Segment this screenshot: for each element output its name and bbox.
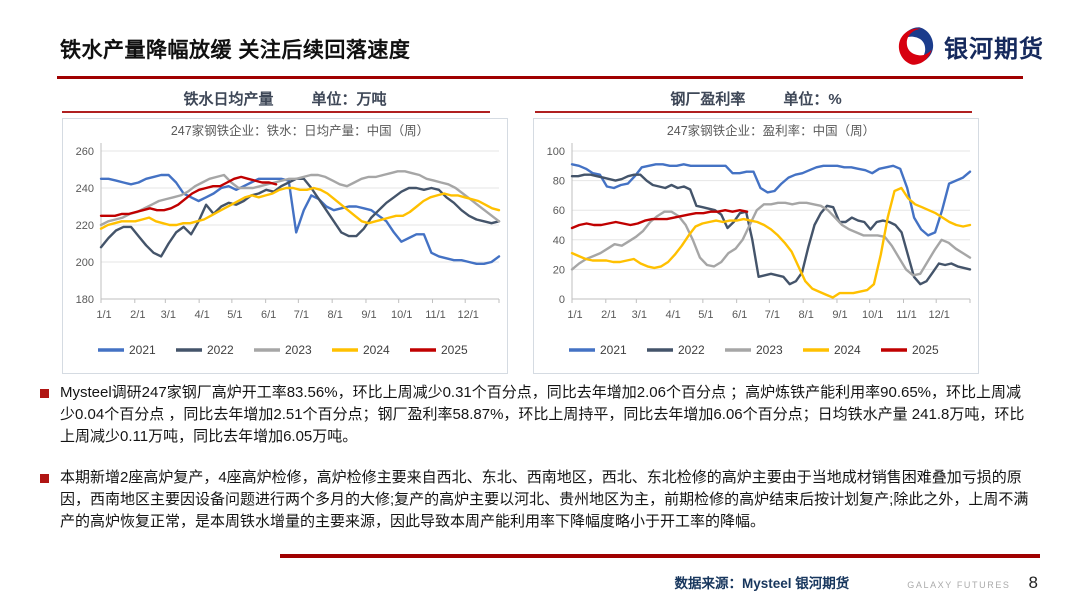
svg-text:220: 220: [76, 220, 94, 232]
svg-text:5/1: 5/1: [227, 309, 242, 321]
svg-text:11/1: 11/1: [896, 309, 917, 321]
svg-text:10/1: 10/1: [391, 309, 412, 321]
svg-text:0: 0: [559, 294, 565, 306]
footer-accent-rule: [280, 554, 1040, 558]
left-chart-header-unit: 单位：万吨: [311, 91, 387, 108]
profit-rate-line-chart: 247家钢铁企业：盈利率：中国（周） 0 20 40 60 80 100 1/1 2/1 3/1 4…: [547, 123, 972, 357]
company-logo: 银河期货: [896, 26, 1044, 66]
svg-text:12/1: 12/1: [457, 309, 478, 321]
right-chart-header-label: 钢厂盈利率: [670, 91, 746, 108]
bullet-square-icon: [40, 389, 49, 398]
left-chart-header: 铁水日均产量 单位：万吨: [62, 88, 508, 109]
svg-text:247家钢铁企业：铁水：日均产量：中国（周）: 247家钢铁企业：铁水：日均产量：中国（周）: [171, 123, 429, 138]
left-header-underline: [62, 111, 490, 113]
svg-text:5/1: 5/1: [698, 309, 713, 321]
svg-text:7/1: 7/1: [294, 309, 309, 321]
svg-text:2023: 2023: [756, 343, 783, 357]
svg-text:2021: 2021: [600, 343, 627, 357]
bullet-weekly-data: Mysteel调研247家钢厂高炉开工率83.56%，环比上周减少0.31个百分…: [40, 382, 1032, 447]
svg-text:247家钢铁企业：盈利率：中国（周）: 247家钢铁企业：盈利率：中国（周）: [667, 123, 875, 138]
iron-output-line-chart: 247家钢铁企业：铁水：日均产量：中国（周） 180 200 220 240 260 1/1…: [76, 123, 501, 357]
logo-text: 银河期货: [944, 35, 1044, 63]
svg-text:10/1: 10/1: [862, 309, 883, 321]
svg-text:2022: 2022: [207, 343, 234, 357]
svg-text:20: 20: [553, 264, 565, 276]
profit-rate-chart-panel: 247家钢铁企业：盈利率：中国（周） 0 20 40 60 80 100 1/1 2/1 3/1 4…: [533, 118, 979, 374]
svg-text:9/1: 9/1: [361, 309, 376, 321]
svg-text:3/1: 3/1: [632, 309, 647, 321]
brand-wordmark: GALAXY FUTURES: [907, 580, 1011, 590]
bullet-furnace-detail-text: 本期新增2座高炉复产，4座高炉检修，高炉检修主要来自西北、东北、西南地区，西北、…: [60, 469, 1029, 530]
title-underline-rule: [57, 76, 1023, 79]
svg-text:7/1: 7/1: [765, 309, 780, 321]
right-header-underline: [535, 111, 972, 113]
svg-text:4/1: 4/1: [665, 309, 680, 321]
svg-text:2024: 2024: [834, 343, 861, 357]
bullet-weekly-data-text: Mysteel调研247家钢厂高炉开工率83.56%，环比上周减少0.31个百分…: [60, 384, 1025, 445]
svg-text:260: 260: [76, 146, 94, 158]
svg-text:6/1: 6/1: [732, 309, 747, 321]
svg-text:60: 60: [553, 205, 565, 217]
svg-text:1/1: 1/1: [567, 309, 582, 321]
svg-text:2024: 2024: [363, 343, 390, 357]
page-title: 铁水产量降幅放缓 关注后续回落速度: [60, 39, 411, 62]
bullet-square-icon: [40, 474, 49, 483]
svg-text:9/1: 9/1: [832, 309, 847, 321]
svg-text:240: 240: [76, 183, 94, 195]
svg-text:40: 40: [553, 235, 565, 247]
svg-text:2/1: 2/1: [601, 309, 616, 321]
right-chart-header-unit: 单位：%: [783, 91, 842, 108]
svg-text:6/1: 6/1: [261, 309, 276, 321]
svg-text:2022: 2022: [678, 343, 705, 357]
page-number: 8: [1028, 573, 1038, 592]
svg-text:4/1: 4/1: [194, 309, 209, 321]
svg-text:180: 180: [76, 294, 94, 306]
bullet-furnace-detail: 本期新增2座高炉复产，4座高炉检修，高炉检修主要来自西北、东北、西南地区，西北、…: [40, 467, 1032, 532]
data-source-label: 数据来源：Mysteel 银河期货: [674, 576, 850, 591]
svg-text:12/1: 12/1: [928, 309, 949, 321]
svg-text:2023: 2023: [285, 343, 312, 357]
footer: 数据来源：Mysteel 银河期货 GALAXY FUTURES 8: [0, 572, 1038, 593]
svg-text:11/1: 11/1: [425, 309, 446, 321]
svg-text:80: 80: [553, 176, 565, 188]
svg-text:200: 200: [76, 257, 94, 269]
svg-text:1/1: 1/1: [96, 309, 111, 321]
svg-text:2/1: 2/1: [130, 309, 145, 321]
svg-text:8/1: 8/1: [799, 309, 814, 321]
svg-text:2025: 2025: [441, 343, 468, 357]
iron-output-chart-panel: 247家钢铁企业：铁水：日均产量：中国（周） 180 200 220 240 260 1/1…: [62, 118, 508, 374]
svg-text:8/1: 8/1: [328, 309, 343, 321]
galaxy-swirl-icon: [898, 27, 934, 65]
svg-text:100: 100: [547, 146, 565, 158]
left-chart-header-label: 铁水日均产量: [183, 91, 274, 108]
right-chart-header: 钢厂盈利率 单位：%: [533, 88, 979, 109]
svg-text:2021: 2021: [129, 343, 156, 357]
svg-text:3/1: 3/1: [161, 309, 176, 321]
svg-text:2025: 2025: [912, 343, 939, 357]
